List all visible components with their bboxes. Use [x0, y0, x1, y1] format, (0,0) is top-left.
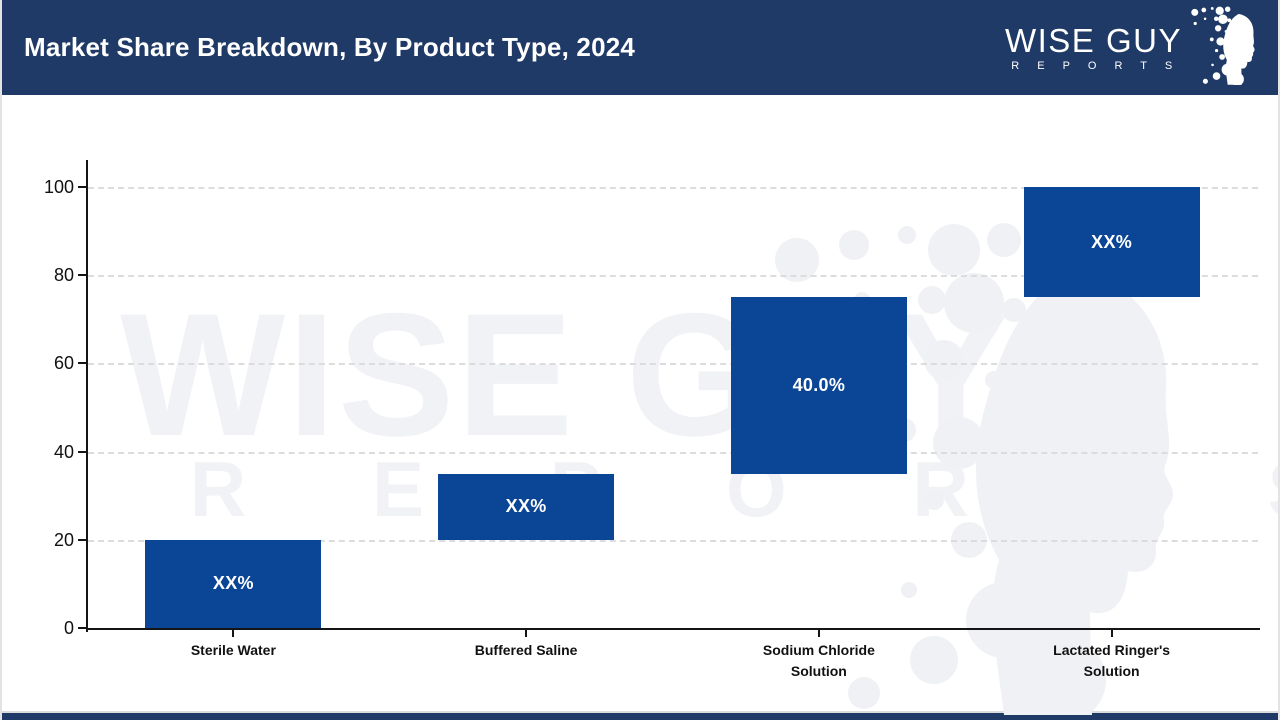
gridline — [88, 187, 1258, 189]
bar-value-label: XX% — [1091, 231, 1133, 252]
y-tick-mark — [78, 362, 86, 365]
page-title: Market Share Breakdown, By Product Type,… — [24, 32, 636, 62]
y-tick-mark — [78, 274, 86, 277]
y-axis-spine — [86, 160, 88, 632]
y-tick-mark — [78, 538, 86, 541]
bar-segment: XX% — [438, 473, 615, 540]
bottom-hairline — [2, 711, 1278, 713]
bar-value-label: 40.0% — [792, 374, 846, 395]
x-category-label: Sterile Water — [190, 642, 276, 658]
bar-segment: 40.0% — [730, 297, 907, 474]
y-tick-mark — [78, 450, 86, 453]
bar-value-label: XX% — [212, 573, 254, 594]
bar-segment: XX% — [1023, 187, 1200, 298]
x-tick-mark — [525, 630, 528, 637]
y-tick-label: 60 — [53, 353, 74, 374]
head-profile-dots-icon — [1186, 5, 1256, 90]
y-tick-mark — [78, 186, 86, 188]
chart-plot-area: 0 20 40 60 80 100 XX% Sterile Water XX% Buffered … — [2, 95, 1278, 720]
bar-segment: XX% — [145, 539, 322, 628]
x-category-label: Sodium Chloride Solution — [762, 642, 875, 679]
footer-bar — [2, 713, 1278, 720]
gridline — [88, 539, 1258, 542]
y-tick-mark — [78, 627, 86, 629]
gridline — [88, 363, 1258, 366]
x-tick-mark — [817, 630, 820, 637]
y-tick-label: 0 — [63, 618, 74, 638]
y-tick-label: 40 — [53, 441, 74, 462]
x-tick-mark — [232, 630, 235, 637]
header-bar: Market Share Breakdown, By Product Type,… — [2, 0, 1278, 95]
x-category-label: Buffered Saline — [474, 642, 578, 658]
logo-subtitle: R E P O R T S — [1011, 59, 1180, 72]
y-tick-label: 80 — [53, 265, 74, 286]
y-tick-label: 100 — [43, 177, 74, 197]
wise-guy-logo: WISE GUY R E P O R T S — [1005, 5, 1256, 90]
gridline — [88, 451, 1258, 454]
x-axis-spine — [86, 628, 1260, 630]
x-category-label: Lactated Ringer's Solution — [1053, 642, 1171, 679]
x-tick-mark — [1110, 630, 1113, 637]
gridline — [88, 275, 1258, 278]
y-tick-label: 20 — [53, 529, 74, 550]
logo-name: WISE GUY — [1004, 21, 1182, 59]
bar-value-label: XX% — [505, 496, 547, 517]
